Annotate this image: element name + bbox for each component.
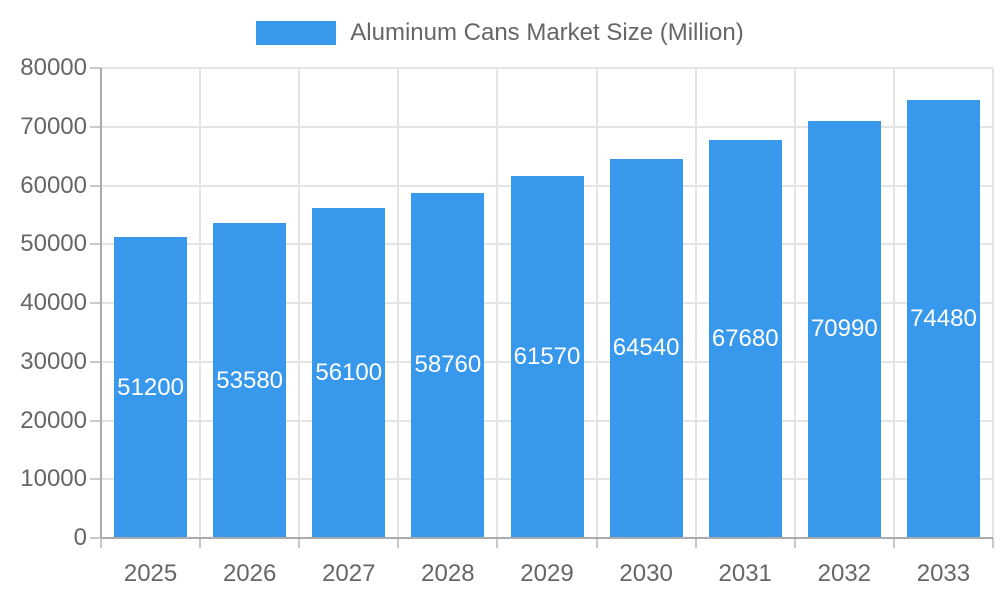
y-tick (90, 537, 101, 539)
bar-2030[interactable] (609, 158, 683, 538)
bar-value-label: 56100 (315, 359, 383, 387)
y-tick-label: 0 (73, 524, 87, 551)
x-tick (793, 538, 796, 548)
x-tick (892, 538, 895, 548)
x-gridline (793, 68, 796, 538)
bar-2031[interactable] (708, 140, 782, 538)
x-tick (595, 538, 598, 548)
x-gridline (694, 68, 697, 538)
x-tick-label: 2031 (718, 560, 772, 587)
legend: Aluminum Cans Market Size (Million) (0, 19, 1000, 47)
x-tick (298, 538, 301, 548)
bar-2028[interactable] (411, 192, 485, 538)
bar-2026[interactable] (213, 223, 287, 538)
x-tick (496, 538, 499, 548)
bar-value-label: 51200 (117, 373, 184, 401)
y-tick (90, 125, 101, 128)
legend-swatch (256, 21, 337, 45)
y-tick (90, 478, 101, 481)
x-gridline (992, 68, 994, 538)
x-tick-label: 2030 (619, 560, 673, 587)
bar-2032[interactable] (807, 120, 881, 538)
y-tick (90, 243, 101, 246)
x-tick-label: 2032 (817, 560, 872, 587)
bar-2025[interactable] (114, 237, 188, 538)
y-tick (90, 184, 101, 187)
bar-value-label: 58760 (414, 351, 482, 379)
bar-value-label: 74480 (910, 305, 977, 333)
bar-value-label: 64540 (612, 334, 680, 362)
bar-2033[interactable] (906, 100, 980, 538)
y-tick (90, 419, 101, 422)
bar-value-label: 70990 (810, 315, 878, 343)
x-tick-label: 2027 (322, 560, 376, 587)
y-axis-line (100, 68, 102, 538)
x-tick (694, 538, 697, 548)
x-gridline (298, 68, 301, 538)
x-gridline (595, 68, 598, 538)
y-tick-label: 40000 (20, 289, 87, 316)
x-tick-label: 2025 (123, 560, 178, 587)
y-tick-label: 70000 (20, 112, 87, 140)
x-axis-line (101, 537, 993, 539)
y-gridline (101, 125, 993, 128)
x-tick-label: 2026 (222, 560, 277, 587)
y-gridline (101, 67, 993, 69)
bar-2029[interactable] (510, 176, 584, 538)
x-tick (100, 538, 102, 548)
legend-label: Aluminum Cans Market Size (Million) (350, 19, 744, 46)
y-tick-label: 10000 (20, 465, 87, 493)
x-tick-label: 2028 (421, 560, 475, 587)
x-gridline (892, 68, 895, 538)
x-tick (397, 538, 400, 548)
bar-value-label: 67680 (711, 325, 779, 353)
bar-2027[interactable] (312, 208, 386, 538)
y-tick-label: 80000 (20, 54, 87, 81)
y-tick-label: 50000 (20, 230, 87, 258)
y-tick-label: 20000 (20, 406, 87, 434)
x-tick-label: 2033 (916, 560, 971, 587)
y-tick (90, 360, 101, 363)
x-gridline (496, 68, 499, 538)
bar-value-label: 61570 (513, 343, 581, 371)
legend-item[interactable]: Aluminum Cans Market Size (Million) (256, 19, 744, 47)
x-tick-label: 2029 (520, 560, 574, 587)
x-tick (199, 538, 202, 548)
y-tick-label: 30000 (20, 347, 87, 375)
bar-value-label: 53580 (216, 366, 284, 394)
y-tick (90, 302, 101, 304)
y-tick (90, 67, 101, 69)
y-tick-label: 60000 (20, 171, 87, 199)
x-gridline (199, 68, 202, 538)
x-gridline (397, 68, 400, 538)
x-tick (992, 538, 994, 548)
